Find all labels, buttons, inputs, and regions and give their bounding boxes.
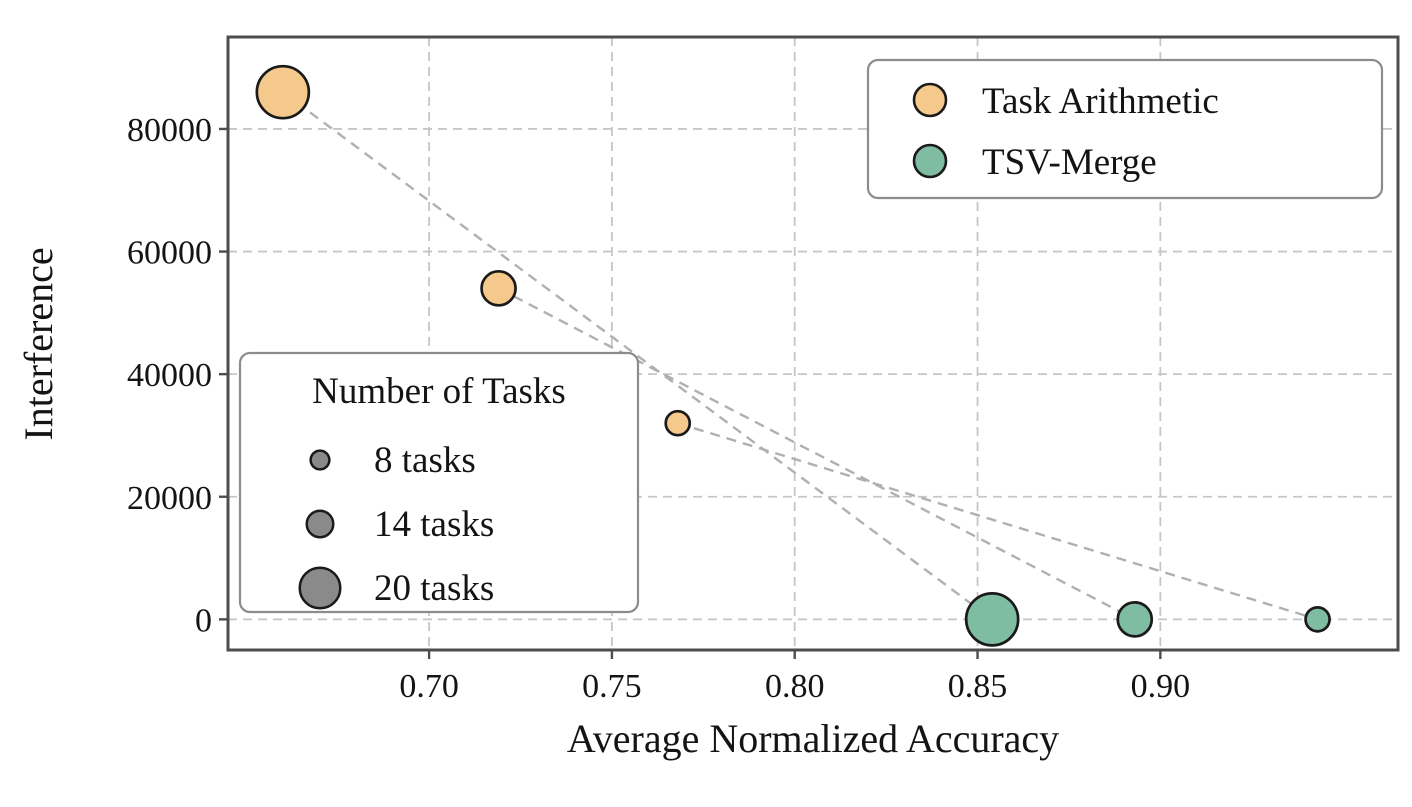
connector-line (498, 287, 1136, 621)
x-tick-label: 0.80 (765, 668, 825, 705)
size-legend-label: 14 tasks (374, 504, 494, 545)
y-axis-label: Interference (16, 247, 61, 440)
connector-line (677, 422, 1318, 621)
y-tick-label: 40000 (127, 357, 212, 394)
size-legend-rows: 8 tasks 14 tasks 20 tasks (298, 440, 494, 610)
size-legend-box (238, 351, 640, 614)
scatter-point-tsv-merge (1116, 600, 1154, 638)
scatter-point-tsv-merge (1304, 605, 1331, 633)
legend-label-task-arithmetic: Task Arithmetic (982, 81, 1219, 122)
x-tick-label: 0.85 (948, 668, 1008, 705)
size-legend-marker (298, 566, 342, 610)
plot-border (226, 35, 1400, 652)
axis-ticks: 0.70 0.75 0.80 0.85 0.90 0 20000 40000 60000 8000… (127, 112, 1190, 705)
legend-swatch-tsv-merge (912, 143, 948, 179)
x-axis-label: Average Normalized Accuracy (567, 716, 1059, 761)
legend-label-tsv-merge: TSV-Merge (982, 142, 1157, 183)
size-legend-title: Number of Tasks (312, 371, 566, 412)
scatter-point-task-arithmetic (255, 64, 311, 120)
connector-lines (282, 91, 1318, 621)
scatter-point-task-arithmetic (480, 269, 517, 307)
y-tick-label: 20000 (127, 480, 212, 517)
legend-swatch-task-arithmetic (912, 82, 948, 118)
x-tick-label: 0.90 (1131, 668, 1191, 705)
size-legend-label: 20 tasks (374, 568, 494, 609)
scatter-point-task-arithmetic (664, 409, 692, 437)
y-tick-label: 60000 (127, 235, 212, 272)
size-legend-label: 8 tasks (374, 440, 476, 481)
series-legend: Task Arithmetic TSV-Merge (866, 58, 1384, 200)
x-tick-label: 0.70 (399, 668, 459, 705)
series-legend-box (866, 58, 1384, 200)
scatter-point-tsv-merge (964, 591, 1020, 647)
size-legend: Number of Tasks 8 tasks 14 tasks 20 tasks (238, 351, 640, 614)
y-tick-label: 0 (195, 602, 212, 639)
size-legend-marker (309, 449, 331, 471)
x-tick-label: 0.75 (582, 668, 642, 705)
y-tick-label: 80000 (127, 112, 212, 149)
connector-line (282, 91, 993, 621)
size-legend-marker (305, 509, 335, 539)
data-points (255, 64, 1331, 647)
